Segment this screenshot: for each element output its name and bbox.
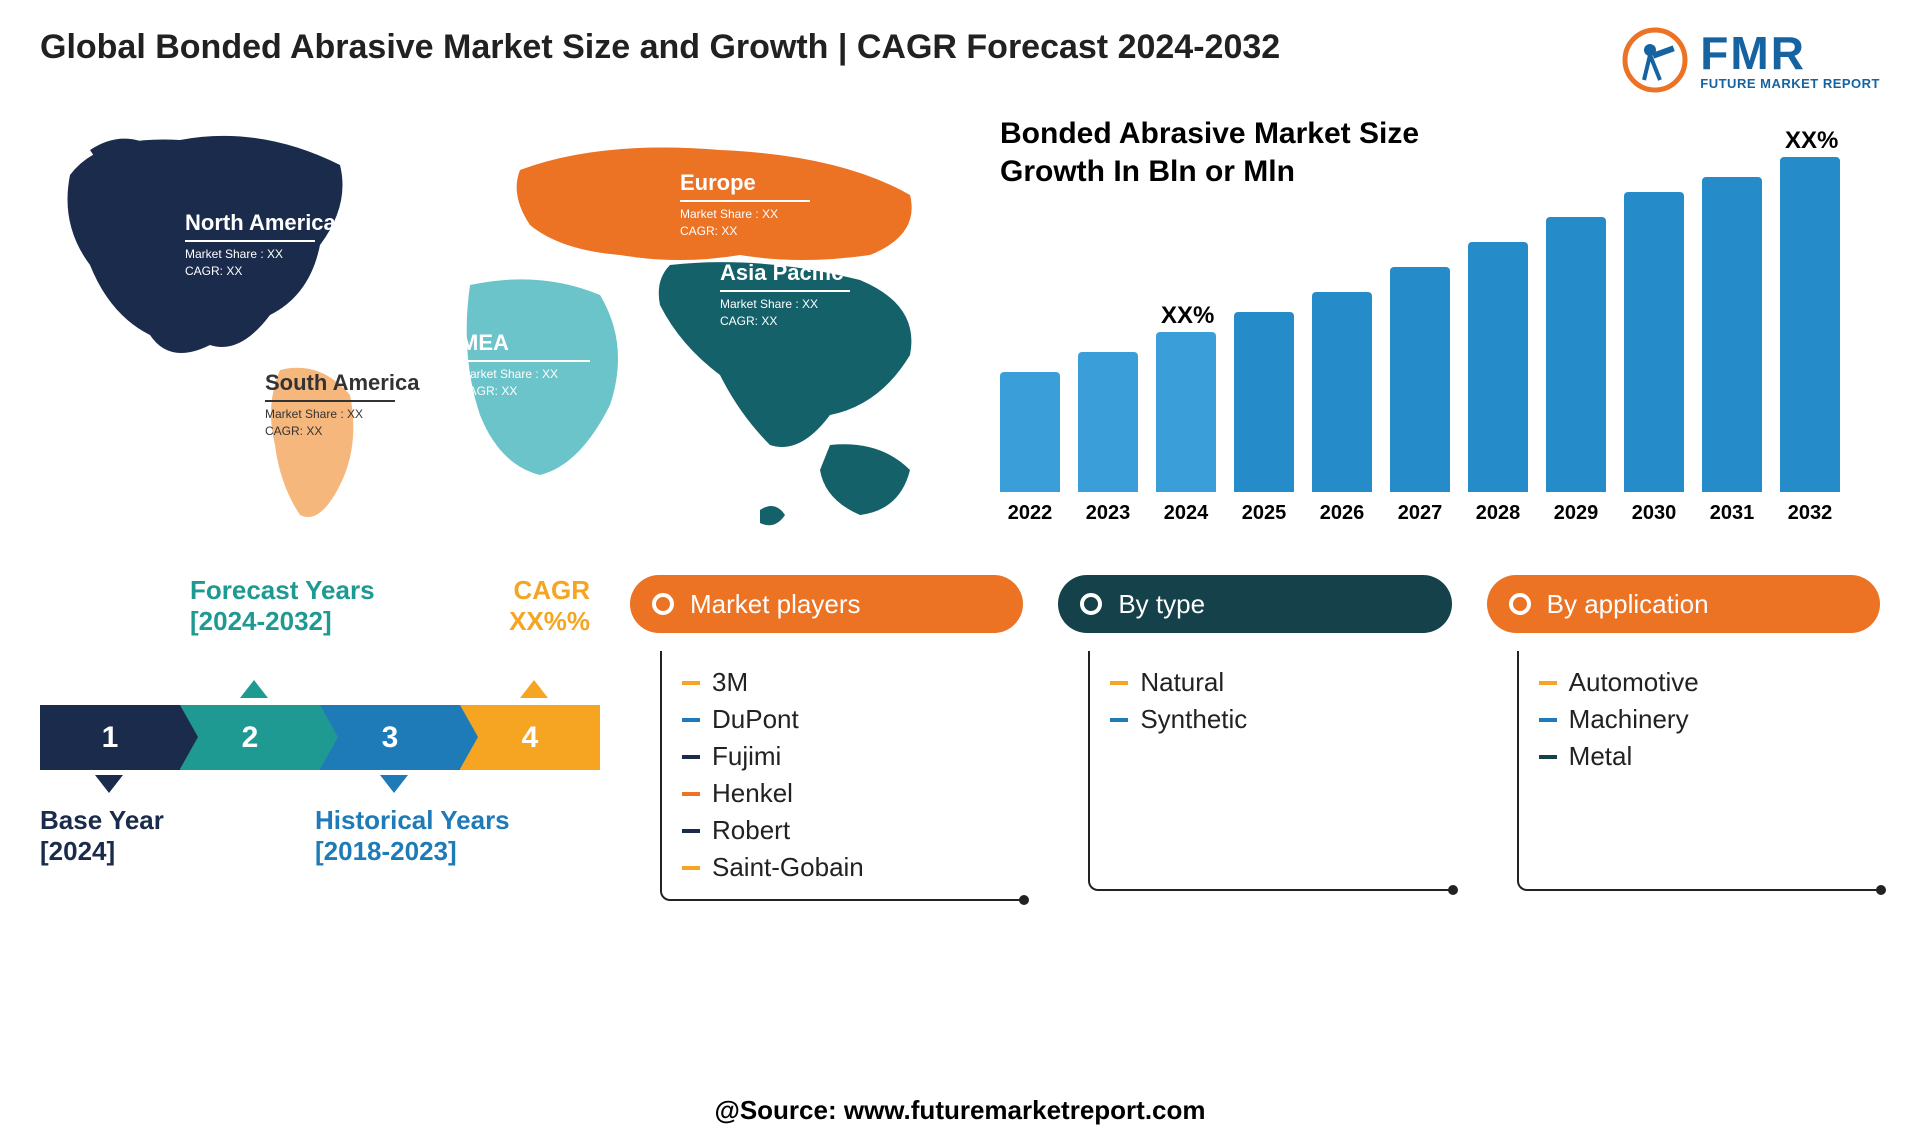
list-item: 3M	[682, 667, 1023, 698]
bar-2032: XX%2032	[1780, 157, 1840, 525]
telescope-icon	[1620, 25, 1690, 95]
list-item: Automotive	[1539, 667, 1880, 698]
list-item: Natural	[1110, 667, 1451, 698]
bar-2028: 2028	[1468, 242, 1528, 525]
bar-2026: 2026	[1312, 292, 1372, 525]
bar-2029: 2029	[1546, 217, 1606, 525]
region-label-europe: EuropeMarket Share : XXCAGR: XX	[680, 170, 810, 240]
world-map: North AmericaMarket Share : XXCAGR: XX So…	[40, 115, 960, 535]
list-item: Henkel	[682, 778, 1023, 809]
category-list: Natural Synthetic	[1088, 651, 1451, 891]
category-by-type: By type Natural Synthetic	[1058, 575, 1451, 901]
category-pill: Market players	[630, 575, 1023, 633]
region-label-ap: Asia PacificMarket Share : XXCAGR: XX	[720, 260, 850, 330]
brand-logo: FMR FUTURE MARKET REPORT	[1620, 25, 1880, 95]
timeline-segment-3: 3	[320, 705, 460, 770]
region-label-na: North AmericaMarket Share : XXCAGR: XX	[185, 210, 336, 280]
chart-title: Bonded Abrasive Market Size Growth In Bl…	[1000, 115, 1420, 190]
region-label-mea: MEAMarket Share : XXCAGR: XX	[460, 330, 590, 400]
timeline-legend: Forecast Years [2024-2032] CAGR XX%% 123…	[40, 575, 600, 895]
timeline-segment-2: 2	[180, 705, 320, 770]
logo-brand-text: FMR	[1700, 30, 1880, 76]
category-list: 3M DuPont Fujimi Henkel Robert Saint-Gobain	[660, 651, 1023, 901]
category-market-players: Market players 3M DuPont Fujimi Henkel Robert…	[630, 575, 1023, 901]
forecast-years-label: Forecast Years [2024-2032]	[190, 575, 375, 637]
list-item: Fujimi	[682, 741, 1023, 772]
chart-callout: XX%	[1785, 127, 1838, 155]
list-item: DuPont	[682, 704, 1023, 735]
timeline-segment-1: 1	[40, 705, 180, 770]
category-pill: By type	[1058, 575, 1451, 633]
bar-2025: 2025	[1234, 312, 1294, 525]
chart-callout: XX%	[1161, 302, 1214, 330]
cagr-label: CAGR XX%%	[509, 575, 590, 637]
bar-2030: 2030	[1624, 192, 1684, 525]
growth-bar-chart: Bonded Abrasive Market Size Growth In Bl…	[1000, 115, 1880, 535]
bar-2024: XX%2024	[1156, 332, 1216, 525]
list-item: Saint-Gobain	[682, 852, 1023, 883]
bar-2023: 2023	[1078, 352, 1138, 525]
base-year-label: Base Year [2024]	[40, 805, 164, 867]
category-list: Automotive Machinery Metal	[1517, 651, 1880, 891]
page-title: Global Bonded Abrasive Market Size and G…	[40, 25, 1280, 69]
list-item: Robert	[682, 815, 1023, 846]
category-pill: By application	[1487, 575, 1880, 633]
bar-2022: 2022	[1000, 372, 1060, 525]
source-attribution: @Source: www.futuremarketreport.com	[0, 1095, 1920, 1126]
region-label-sa: South AmericaMarket Share : XXCAGR: XX	[265, 370, 419, 440]
bar-2031: 2031	[1702, 177, 1762, 525]
historical-years-label: Historical Years [2018-2023]	[315, 805, 510, 867]
category-by-application: By application Automotive Machinery Metal	[1487, 575, 1880, 901]
list-item: Synthetic	[1110, 704, 1451, 735]
logo-subtitle: FUTURE MARKET REPORT	[1700, 76, 1880, 91]
bar-2027: 2027	[1390, 267, 1450, 525]
list-item: Machinery	[1539, 704, 1880, 735]
list-item: Metal	[1539, 741, 1880, 772]
timeline-segment-4: 4	[460, 705, 600, 770]
